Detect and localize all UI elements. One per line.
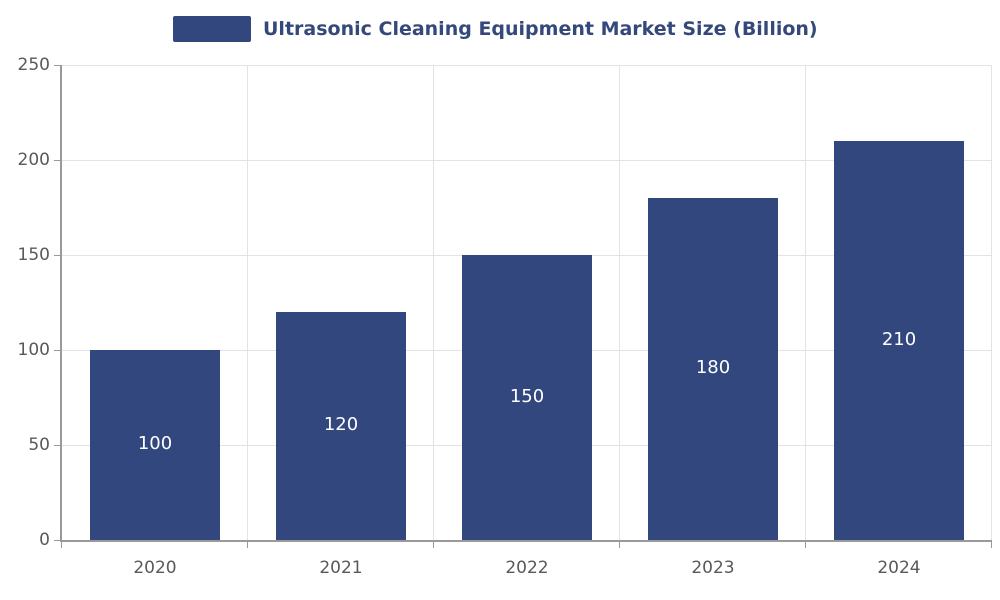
v-gridline [433, 65, 434, 540]
bar-value-label: 180 [695, 357, 731, 378]
bar-value-label: 210 [881, 328, 917, 350]
plot-area: 100 120 150 180 210 [54, 65, 992, 548]
y-tick-label: 0 [39, 530, 50, 550]
y-tick-label: 150 [17, 245, 50, 265]
x-tick-mark [61, 542, 62, 548]
x-tick-label-2020: 2020 [133, 558, 177, 578]
bar-2020[interactable]: 100 [90, 350, 220, 540]
bar-value-label: 150 [509, 385, 545, 407]
y-tick-mark [54, 540, 60, 541]
y-tick-mark [54, 350, 60, 351]
x-tick-mark [805, 542, 806, 548]
y-tick-label: 50 [28, 435, 50, 455]
y-tick-label: 250 [17, 55, 50, 75]
y-tick-mark [54, 160, 60, 161]
h-gridline [62, 160, 992, 161]
x-tick-label-2023: 2023 [691, 558, 735, 578]
v-gridline [619, 65, 620, 540]
h-gridline [62, 65, 992, 66]
legend[interactable]: Ultrasonic Cleaning Equipment Market Siz… [173, 16, 818, 42]
x-tick-mark [433, 542, 434, 548]
bar-2021[interactable]: 120 [276, 312, 406, 540]
x-tick-mark [619, 542, 620, 548]
bar-2022[interactable]: 150 [462, 255, 592, 540]
bar-value-label: 120 [323, 414, 359, 435]
v-gridline [247, 65, 248, 540]
y-tick-mark [54, 65, 60, 66]
x-tick-mark [247, 542, 248, 548]
x-tick-label-2021: 2021 [319, 558, 363, 578]
x-tick-label-2022: 2022 [505, 558, 549, 578]
y-axis-line [60, 65, 62, 542]
x-axis-line [60, 540, 992, 542]
bar-value-label: 100 [137, 433, 173, 454]
y-tick-mark [54, 255, 60, 256]
bar-2023[interactable]: 180 [648, 198, 778, 540]
bar-2024[interactable]: 210 [834, 141, 964, 540]
y-tick-label: 200 [17, 150, 50, 170]
x-tick-label-2024: 2024 [877, 558, 921, 578]
v-gridline [991, 65, 992, 540]
chart-title: Ultrasonic Cleaning Equipment Market Siz… [263, 18, 818, 40]
legend-swatch[interactable] [173, 16, 251, 42]
v-gridline [805, 65, 806, 540]
y-tick-label: 100 [17, 340, 50, 360]
x-tick-mark [991, 542, 992, 548]
y-tick-mark [54, 445, 60, 446]
